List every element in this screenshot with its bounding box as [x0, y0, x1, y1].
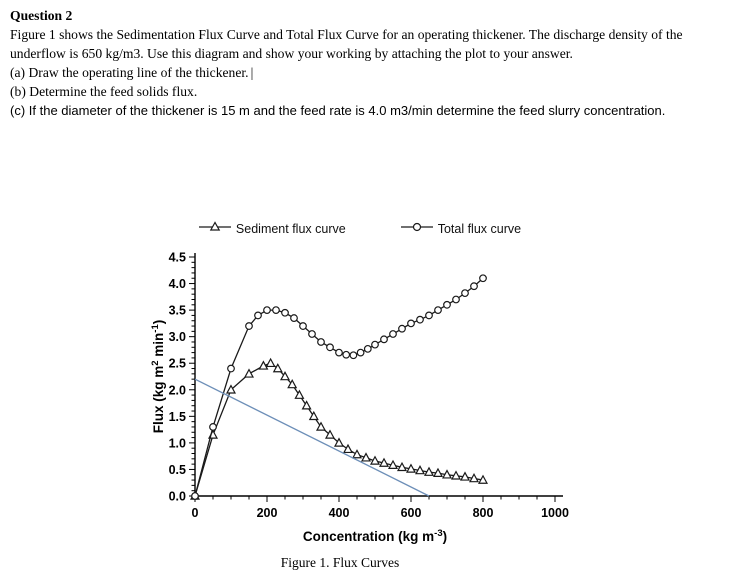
question-item-b: (b) Determine the feed solids flux.	[10, 84, 198, 99]
operating-line	[194, 378, 430, 497]
svg-text:4.0: 4.0	[169, 277, 186, 291]
svg-text:1.0: 1.0	[169, 436, 186, 450]
svg-text:800: 800	[473, 506, 494, 520]
svg-text:200: 200	[257, 506, 278, 520]
tick-marks	[189, 256, 556, 502]
svg-text:0: 0	[192, 506, 199, 520]
svg-text:1.5: 1.5	[169, 410, 186, 424]
series-circle	[191, 274, 487, 500]
svg-text:2.5: 2.5	[169, 357, 186, 371]
svg-text:3.0: 3.0	[169, 330, 186, 344]
legend-label-sediment: Sediment flux curve	[235, 221, 346, 236]
svg-text:1000: 1000	[541, 506, 569, 520]
svg-text:4.5: 4.5	[169, 251, 186, 265]
svg-text:0.5: 0.5	[169, 463, 186, 477]
tick-labels: 0 200 400 600 800 1000 0.0 0.5 1.0 1.5 2.0 2.5 3.0 3.…	[169, 251, 569, 521]
svg-text:600: 600	[401, 506, 422, 520]
series-triangle	[189, 357, 489, 500]
svg-text:3.5: 3.5	[169, 304, 186, 318]
flux-chart: 0 200 400 600 800 1000 0.0 0.5 1.0 1.5 2.0 2.5 3.0 3.…	[150, 251, 569, 545]
question-paragraph: Figure 1 shows the Sedimentation Flux Cu…	[10, 27, 683, 61]
svg-text:2.0: 2.0	[169, 383, 186, 397]
question-item-a: (a) Draw the operating line of the thick…	[10, 65, 254, 80]
svg-text:400: 400	[329, 506, 350, 520]
text-cursor: |	[250, 65, 254, 80]
legend-label-total: Total flux curve	[437, 221, 522, 236]
axes	[194, 253, 563, 497]
triangle-marker-icon	[198, 221, 231, 236]
x-axis-title: Concentration (kg m-3)	[303, 528, 447, 544]
svg-text:0.0: 0.0	[169, 490, 186, 504]
legend-item-total: Total flux curve	[400, 221, 522, 236]
circle-marker-icon	[400, 221, 433, 236]
question-text-block[interactable]: Question 2 Figure 1 shows the Sedimentat…	[10, 6, 732, 120]
question-item-c: (c) If the diameter of the thickener is …	[10, 103, 666, 118]
y-axis-title: Flux (kg m2 min-1)	[150, 320, 166, 434]
figure-caption: Figure 1. Flux Curves	[280, 555, 400, 570]
legend-item-sediment: Sediment flux curve	[198, 221, 346, 236]
chart-legend: Sediment flux curve Total flux curve	[140, 221, 580, 236]
question-title: Question 2	[10, 8, 73, 23]
